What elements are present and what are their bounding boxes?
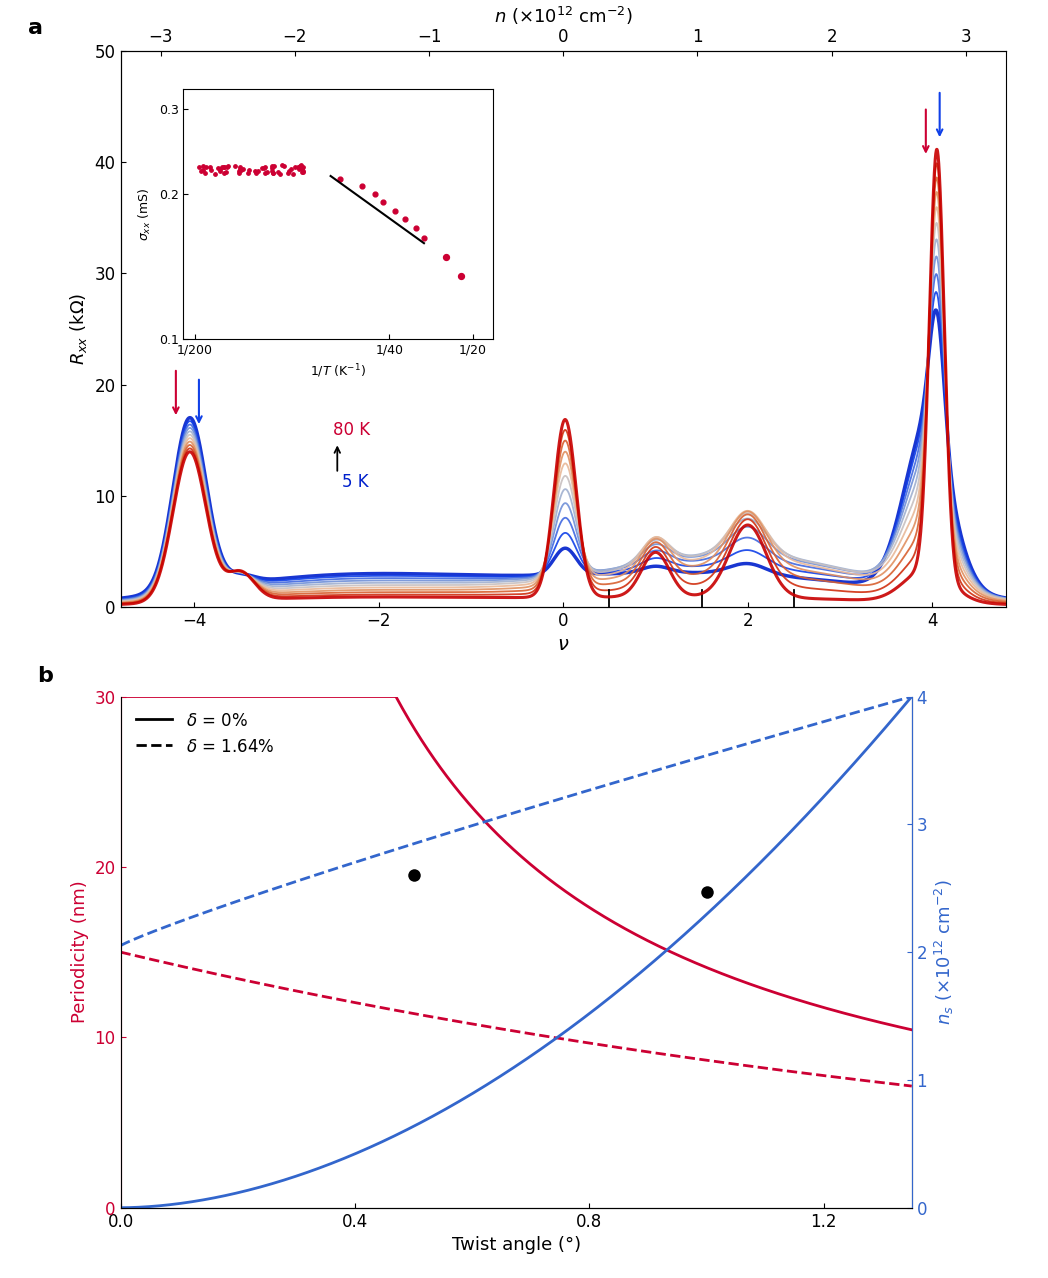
Point: [249, 161, 266, 181]
Point: [210, 158, 226, 179]
Point: [265, 162, 282, 183]
Point: [226, 156, 243, 176]
Point: [216, 164, 233, 184]
Point: [220, 156, 237, 176]
Point: [397, 210, 414, 230]
Y-axis label: $\sigma_{xx}$ (mS): $\sigma_{xx}$ (mS): [137, 188, 153, 240]
Point: [274, 155, 290, 175]
Point: [195, 156, 212, 176]
Y-axis label: Periodicity (nm): Periodicity (nm): [71, 881, 89, 1024]
Point: [256, 157, 272, 178]
Point: [232, 158, 248, 179]
Point: [293, 158, 310, 179]
Point: [453, 266, 470, 286]
Point: [387, 201, 403, 221]
Y-axis label: $n_s$ ($\times$10$^{12}$ cm$^{-2}$): $n_s$ ($\times$10$^{12}$ cm$^{-2}$): [933, 879, 956, 1025]
Point: [197, 162, 214, 183]
Point: [214, 157, 231, 178]
Text: a: a: [27, 18, 43, 38]
Point: [290, 158, 307, 179]
Point: [247, 162, 264, 183]
Point: [216, 157, 233, 178]
X-axis label: $n$ ($\times$10$^{12}$ cm$^{-2}$): $n$ ($\times$10$^{12}$ cm$^{-2}$): [494, 5, 633, 27]
Point: [271, 164, 288, 184]
Point: [294, 161, 311, 181]
Point: [203, 160, 220, 180]
Point: [438, 247, 455, 267]
Point: [232, 157, 248, 178]
X-axis label: Twist angle (°): Twist angle (°): [452, 1236, 581, 1254]
Point: [231, 161, 247, 181]
Point: [269, 161, 286, 181]
Point: [235, 158, 252, 179]
Point: [231, 162, 247, 183]
Point: [287, 156, 304, 176]
Point: [292, 155, 309, 175]
Point: [291, 156, 308, 176]
Point: [264, 161, 281, 181]
Point: [233, 160, 249, 180]
Point: [265, 156, 282, 176]
Point: [254, 158, 270, 179]
Point: [201, 156, 218, 176]
Point: [212, 158, 228, 179]
Point: [216, 157, 233, 178]
X-axis label: $\nu$: $\nu$: [558, 635, 569, 654]
X-axis label: $1/T$ (K$^{-1}$): $1/T$ (K$^{-1}$): [310, 362, 366, 380]
Point: [264, 164, 281, 184]
Point: [212, 161, 228, 181]
Point: [294, 157, 311, 178]
Point: [276, 156, 292, 176]
Point: [257, 164, 274, 184]
Point: [240, 160, 257, 180]
Point: [281, 161, 298, 181]
Point: [282, 160, 299, 180]
Point: [408, 219, 424, 239]
Point: [293, 161, 310, 181]
Text: 5 K: 5 K: [342, 473, 369, 491]
Point: [375, 192, 392, 212]
Point: [263, 156, 280, 176]
Point: [247, 161, 264, 181]
Point: [218, 162, 235, 183]
Legend: $\delta$ = 0%, $\delta$ = 1.64%: $\delta$ = 0%, $\delta$ = 1.64%: [129, 705, 281, 763]
Point: [264, 158, 281, 179]
Point: [289, 156, 306, 176]
Point: [259, 162, 276, 183]
Point: [256, 158, 272, 179]
Point: [206, 164, 223, 184]
Text: 80 K: 80 K: [332, 420, 370, 438]
Y-axis label: $R_{xx}$ (k$\Omega$): $R_{xx}$ (k$\Omega$): [68, 293, 89, 366]
Point: [354, 176, 371, 197]
Point: [280, 162, 297, 183]
Point: [284, 164, 301, 184]
Text: b: b: [38, 666, 53, 686]
Point: [190, 157, 206, 178]
Point: [198, 157, 215, 178]
Point: [218, 157, 235, 178]
Point: [294, 162, 311, 183]
Point: [367, 184, 384, 204]
Point: [239, 164, 256, 184]
Point: [193, 161, 210, 181]
Point: [195, 160, 212, 180]
Point: [332, 169, 349, 189]
Point: [416, 227, 433, 248]
